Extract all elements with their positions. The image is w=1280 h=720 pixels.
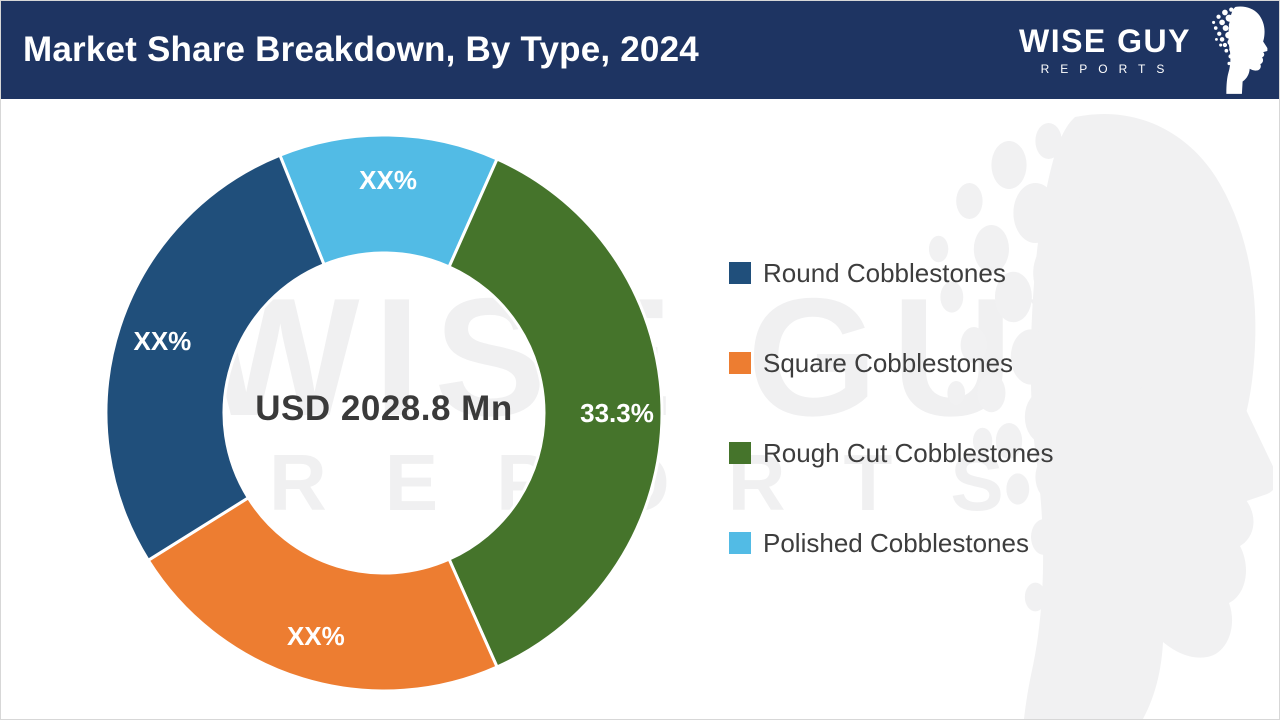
page-title: Market Share Breakdown, By Type, 2024 (23, 30, 699, 69)
legend-swatch-round (729, 262, 751, 284)
legend-label-polished: Polished Cobblestones (763, 527, 1029, 558)
donut-segment-round (104, 153, 327, 563)
segment-value-label-rough-cut: 33.3% (580, 398, 654, 428)
segment-value-label-polished: XX% (359, 165, 417, 195)
legend-label-rough-cut: Rough Cut Cobblestones (763, 437, 1054, 468)
legend-swatch-rough-cut (729, 442, 751, 464)
legend-swatch-square (729, 352, 751, 374)
segment-value-label-round: XX% (133, 326, 191, 356)
wiseguy-logo-line1: WISE GUY (1018, 23, 1191, 60)
wiseguy-logo-line2: REPORTS (1040, 61, 1176, 76)
segment-value-label-square: XX% (287, 621, 345, 651)
wiseguy-face-profile-icon (1193, 4, 1271, 96)
legend-label-square: Square Cobblestones (763, 347, 1014, 378)
legend-item-round: Round Cobblestones (729, 258, 1054, 288)
donut-center-value: USD 2028.8 Mn (255, 389, 513, 428)
legend-item-rough-cut: Rough Cut Cobblestones (729, 438, 1054, 468)
header-bar: Market Share Breakdown, By Type, 2024 WI… (1, 1, 1279, 99)
wiseguy-logo: WISE GUY REPORTS (1019, 3, 1271, 97)
wiseguy-logo-text: WISE GUY REPORTS (1018, 23, 1191, 76)
legend-item-square: Square Cobblestones (729, 348, 1054, 378)
legend-swatch-polished (729, 532, 751, 554)
legend-label-round: Round Cobblestones (763, 257, 1006, 288)
donut-segment-square (146, 495, 500, 693)
legend-item-polished: Polished Cobblestones (729, 528, 1054, 558)
chart-legend: Round Cobblestones Square Cobblestones Rou… (729, 258, 1054, 558)
donut-segment-rough-cut (447, 157, 664, 669)
